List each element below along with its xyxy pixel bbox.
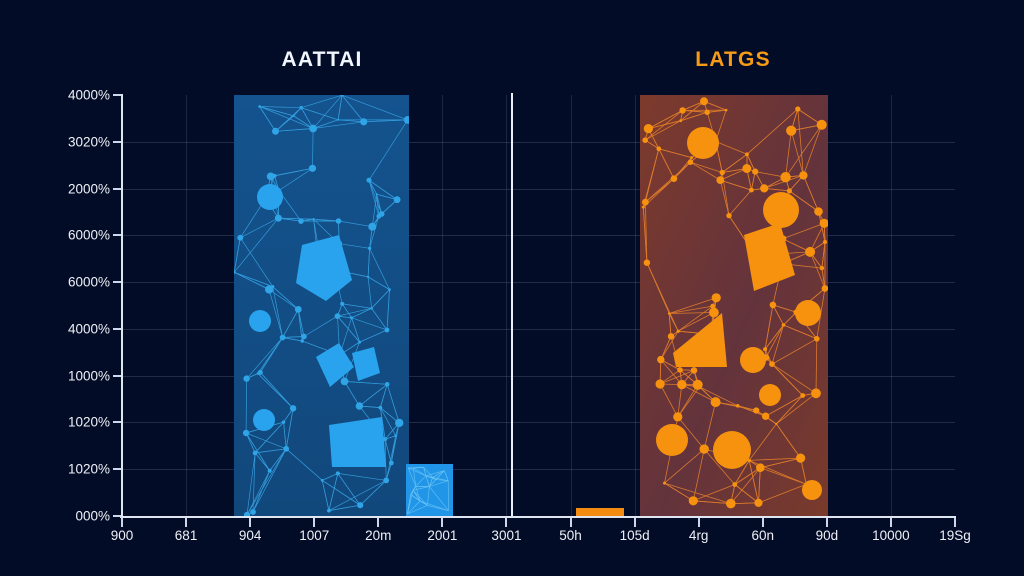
x-tick-mark — [377, 518, 380, 527]
y-tick-label: 3020% — [67, 134, 110, 150]
y-tick-label: 6000% — [67, 274, 110, 290]
y-tick-label: 1000% — [67, 368, 110, 384]
x-tick-mark — [249, 518, 252, 527]
y-tick-mark — [113, 515, 121, 517]
x-tick-label: 904 — [238, 528, 262, 543]
x-tick-label: 10000 — [872, 528, 910, 543]
grid-line-vertical — [442, 95, 444, 516]
x-tick-mark — [313, 518, 316, 527]
y-tick-label: 2000% — [67, 181, 110, 197]
y-tick-mark — [113, 234, 121, 237]
grid-line-horizontal — [122, 422, 955, 424]
grid-line-horizontal — [122, 469, 955, 471]
x-tick-label: 20m — [365, 528, 392, 543]
grid-line-horizontal — [122, 328, 955, 330]
x-tick-label: 19Sg — [939, 528, 971, 543]
y-tick-label: 4000% — [67, 321, 110, 337]
grid-line-vertical — [186, 95, 188, 516]
x-tick-mark — [121, 518, 123, 527]
y-tick-mark — [113, 374, 121, 377]
y-tick-mark — [113, 468, 121, 471]
y-tick-mark — [113, 327, 121, 330]
x-tick-mark — [569, 518, 572, 527]
y-tick-mark — [113, 187, 121, 190]
panel-title-left: AATTAI — [281, 48, 363, 71]
y-tick-label: 1020% — [67, 461, 110, 477]
y-tick-label: 6000% — [67, 227, 110, 243]
bar-aattai-main[interactable] — [234, 95, 409, 516]
x-tick-label: 681 — [174, 528, 198, 543]
network-texture-orange — [640, 95, 828, 516]
bar-latgs-main[interactable] — [640, 95, 828, 516]
x-tick-label: 4rg — [688, 528, 709, 543]
network-texture-blue-small — [406, 464, 453, 516]
x-tick-mark — [761, 518, 764, 527]
y-tick-label: 4000% — [67, 87, 110, 103]
grid-line-horizontal — [122, 188, 955, 190]
y-axis-line — [121, 94, 123, 517]
x-tick-label: 3001 — [491, 528, 522, 543]
x-tick-label: 90d — [815, 528, 839, 543]
network-texture-blue — [234, 95, 409, 516]
x-tick-label: 900 — [110, 528, 134, 543]
y-tick-mark — [113, 281, 121, 284]
x-tick-mark — [889, 518, 892, 527]
x-tick-mark — [505, 518, 508, 527]
grid-line-horizontal — [122, 141, 955, 143]
x-tick-label: 50h — [559, 528, 582, 543]
grid-line-horizontal — [122, 375, 955, 377]
x-axis-line — [120, 516, 956, 518]
y-tick-mark — [113, 94, 121, 96]
y-tick-label: 000% — [75, 508, 110, 524]
panel-title-right: LATGS — [695, 48, 771, 71]
grid-line-vertical — [890, 95, 892, 516]
x-tick-mark — [954, 518, 956, 527]
y-tick-mark — [113, 421, 121, 424]
x-tick-mark — [697, 518, 700, 527]
grid-line-horizontal — [122, 235, 955, 237]
x-tick-mark — [441, 518, 444, 527]
bar-latgs-small[interactable] — [576, 508, 624, 516]
bar-aattai-small[interactable] — [406, 464, 453, 516]
x-tick-mark — [185, 518, 188, 527]
y-tick-mark — [113, 140, 121, 143]
y-tick-label: 1020% — [67, 414, 110, 430]
grid-line-vertical — [570, 95, 572, 516]
grid-line-vertical — [506, 95, 508, 516]
x-tick-mark — [633, 518, 636, 527]
grid-line-horizontal — [122, 282, 955, 284]
x-tick-label: 60n — [751, 528, 775, 543]
x-tick-label: 1007 — [299, 528, 330, 543]
grid-line-vertical — [634, 95, 636, 516]
x-tick-mark — [825, 518, 828, 527]
x-tick-label: 105d — [619, 528, 650, 543]
panel-divider — [511, 93, 513, 518]
x-tick-label: 2001 — [427, 528, 458, 543]
